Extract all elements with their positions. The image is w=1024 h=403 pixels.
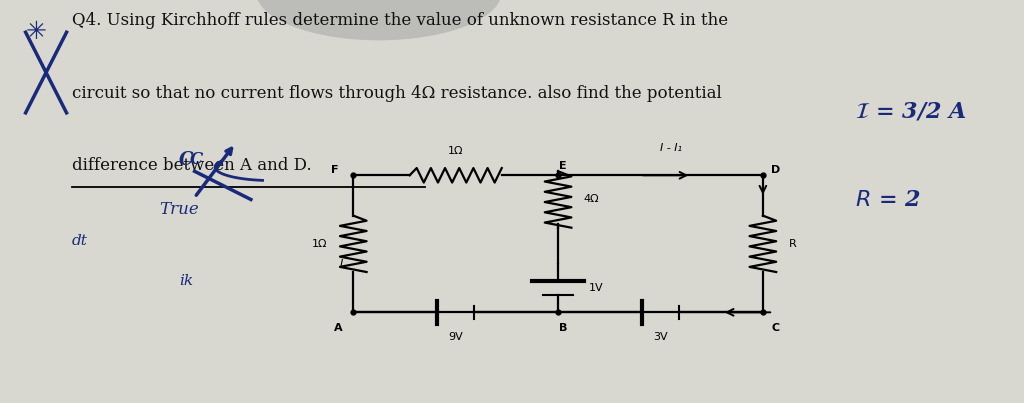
Text: 3V: 3V xyxy=(653,332,668,342)
Text: $R$ = 2: $R$ = 2 xyxy=(855,189,922,212)
Text: C: C xyxy=(771,323,779,332)
Text: I - I₁: I - I₁ xyxy=(659,143,682,153)
Text: D: D xyxy=(770,166,780,175)
Text: C: C xyxy=(189,151,203,168)
Text: True: True xyxy=(159,202,199,218)
Text: F: F xyxy=(331,166,339,175)
Text: 1Ω: 1Ω xyxy=(447,146,464,156)
Text: B: B xyxy=(559,323,567,332)
Text: ✳: ✳ xyxy=(26,20,47,44)
Text: R: R xyxy=(788,239,797,249)
Circle shape xyxy=(256,0,502,40)
Text: circuit so that no current flows through 4Ω resistance. also find the potential: circuit so that no current flows through… xyxy=(72,85,722,102)
Text: I: I xyxy=(339,259,343,269)
Text: 9V: 9V xyxy=(449,332,463,342)
Text: 1V: 1V xyxy=(589,283,603,293)
Text: dt: dt xyxy=(72,234,88,248)
Text: A: A xyxy=(334,323,342,332)
Text: Q4. Using Kirchhoff rules determine the value of unknown resistance R in the: Q4. Using Kirchhoff rules determine the … xyxy=(72,12,728,29)
Text: ik: ik xyxy=(179,274,194,288)
Text: 1Ω: 1Ω xyxy=(312,239,328,249)
Text: $\mathcal{I}$ = 3/2 A: $\mathcal{I}$ = 3/2 A xyxy=(855,101,967,123)
Text: C: C xyxy=(179,151,194,169)
Text: difference between A and D.: difference between A and D. xyxy=(72,157,311,174)
Text: 4Ω: 4Ω xyxy=(584,195,599,204)
Text: E: E xyxy=(559,162,567,171)
